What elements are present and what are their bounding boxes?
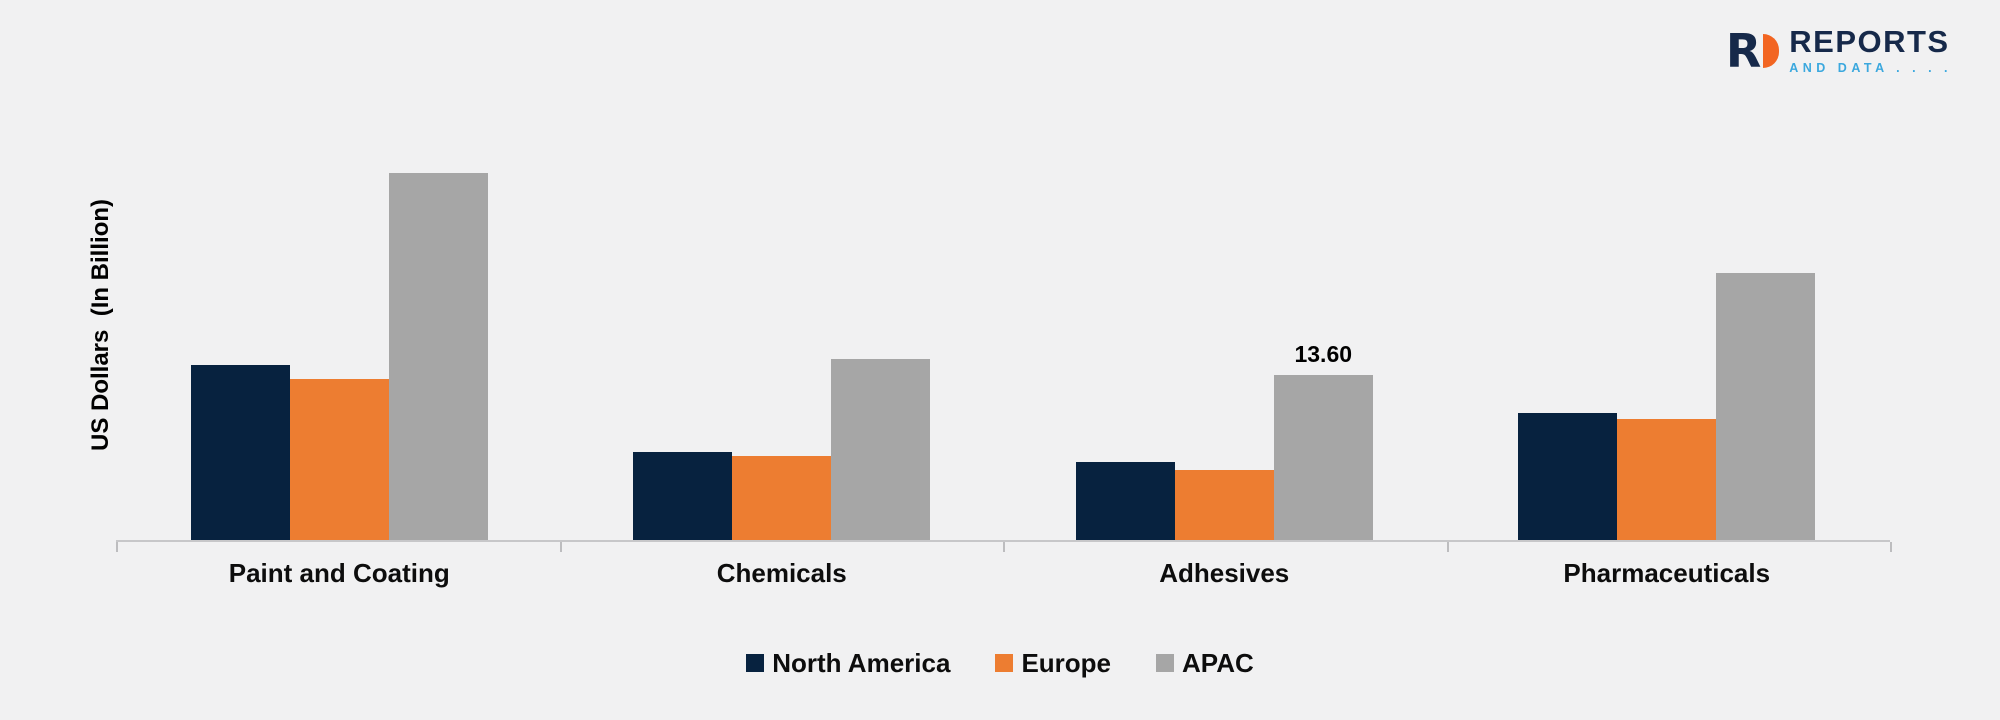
bar-group-pharmaceuticals (1446, 152, 1889, 540)
legend-label-apac: APAC (1182, 648, 1254, 678)
bar-apac-paint-and-coating (388, 172, 488, 540)
legend-item-apac: APAC (1156, 650, 1254, 676)
x-axis-tick (1890, 542, 1892, 552)
data-label-apac-adhesives: 13.60 (1294, 341, 1353, 368)
legend-swatch-apac (1156, 654, 1175, 672)
bar-north-america-adhesives (1075, 462, 1175, 540)
logo-r-letter: R (1725, 23, 1761, 78)
legend-item-europe: Europe (995, 650, 1111, 676)
legend-label-north-america: North America (772, 648, 951, 678)
logo-text: REPORTS AND DATA . . . . (1789, 26, 1952, 75)
bar-group-adhesives: 13.60 (1003, 152, 1446, 540)
bar-north-america-paint-and-coating (190, 365, 290, 540)
category-label-paint-and-coating: Paint and Coating (228, 558, 450, 588)
bar-group-chemicals (561, 152, 1004, 540)
legend-swatch-north-america (746, 654, 765, 672)
logo-mark-icon: R (1725, 23, 1780, 78)
reports-and-data-logo: R REPORTS AND DATA . . . . (1726, 26, 1952, 75)
bar-north-america-chemicals (633, 451, 733, 540)
legend-label-europe: Europe (1021, 648, 1112, 678)
bar-europe-paint-and-coating (289, 378, 389, 540)
bar-north-america-pharmaceuticals (1518, 412, 1618, 540)
bar-europe-adhesives (1174, 469, 1274, 540)
bar-apac-chemicals (831, 359, 931, 540)
x-axis-tick (1446, 542, 1449, 552)
legend-item-north-america: North America (746, 650, 950, 676)
bar-apac-pharmaceuticals (1716, 273, 1816, 540)
x-axis-line (116, 540, 1890, 542)
legend: North America Europe APAC (0, 650, 2000, 676)
logo-subtitle: AND DATA . . . . (1789, 61, 1952, 75)
x-axis-tick (559, 542, 562, 552)
legend-swatch-europe (995, 654, 1014, 672)
category-label-chemicals: Chemicals (716, 558, 847, 588)
logo-d-shape-icon (1763, 33, 1780, 68)
logo-title: REPORTS (1789, 24, 1950, 59)
x-axis-tick (1003, 542, 1005, 552)
category-label-adhesives: Adhesives (1159, 558, 1290, 588)
bar-europe-pharmaceuticals (1617, 418, 1717, 540)
bar-group-paint-and-coating (118, 152, 561, 540)
plot-area: 13.60 (118, 152, 1888, 540)
bar-europe-chemicals (732, 456, 832, 540)
bar-apac-adhesives: 13.60 (1273, 341, 1373, 540)
category-axis-labels: Paint and Coating Chemicals Adhesives Pharm… (118, 558, 1888, 588)
y-axis-title: US Dollars (In Billion) (87, 198, 114, 452)
category-label-pharmaceuticals: Pharmaceuticals (1563, 558, 1771, 588)
x-axis-tick (116, 542, 118, 552)
